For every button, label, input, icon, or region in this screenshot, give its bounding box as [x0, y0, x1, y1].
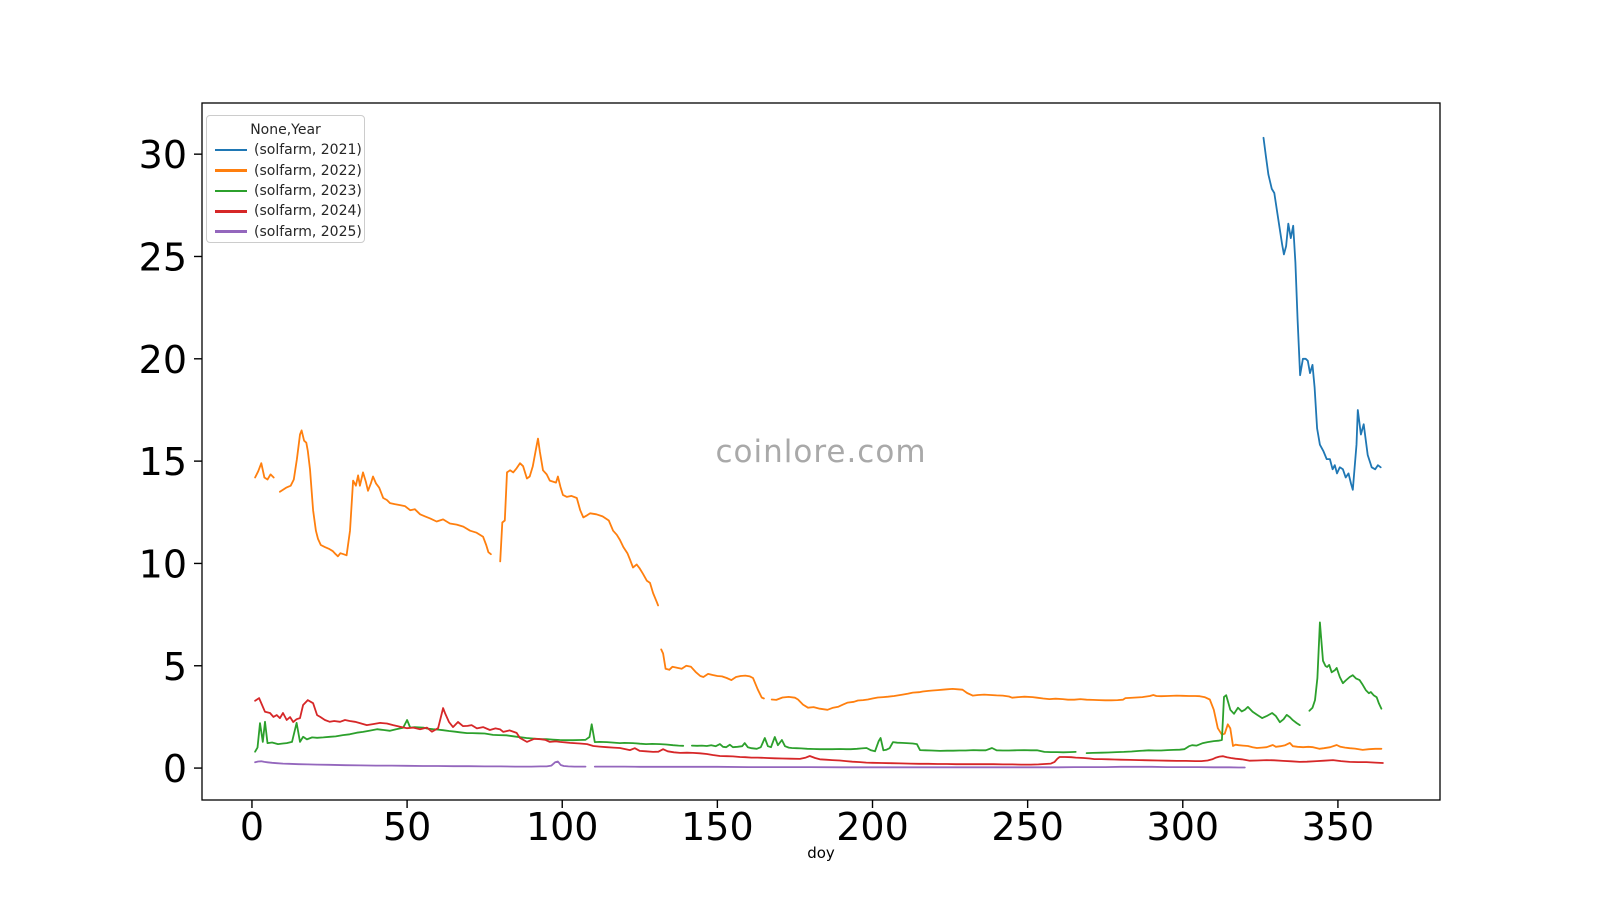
y-tick-label: 5 [163, 645, 187, 689]
legend-entry-2022: (solfarm, 2022) [207, 160, 364, 180]
series-line-2025 [254, 760, 587, 768]
x-tick-label: 200 [836, 805, 909, 849]
legend-entry-2021: (solfarm, 2021) [207, 140, 364, 160]
x-tick-label: 300 [1147, 805, 1220, 849]
x-tick-label: 0 [240, 805, 264, 849]
legend-line-sample-2023 [215, 189, 247, 193]
series-line-2022 [254, 462, 275, 481]
series-line-2025 [593, 765, 1246, 769]
legend-entry-label: (solfarm, 2022) [254, 162, 362, 179]
legend-title: None,Year [250, 122, 321, 138]
series-line-2023 [1308, 621, 1383, 712]
legend-entry-label: (solfarm, 2025) [254, 223, 362, 240]
x-tick-label: 150 [681, 805, 754, 849]
y-tick-label: 30 [139, 133, 187, 177]
y-tick-label: 20 [139, 338, 187, 382]
series-line-2022 [278, 429, 492, 558]
legend-line-sample-2021 [215, 148, 247, 152]
axes-frame [201, 102, 1441, 801]
legend-entry-label: (solfarm, 2023) [254, 182, 362, 199]
watermark: coinlore.com [715, 434, 927, 470]
y-tick-label: 0 [163, 747, 187, 791]
x-tick-label: 50 [383, 805, 431, 849]
legend: None,Year (solfarm, 2021) (solfarm, 2022… [206, 115, 365, 243]
legend-entry-2024: (solfarm, 2024) [207, 201, 364, 221]
legend-line-sample-2024 [215, 210, 247, 213]
series-line-2022 [660, 648, 765, 700]
y-tick-label: 10 [139, 542, 187, 586]
x-tick-label: 350 [1302, 805, 1375, 849]
legend-line-sample-2022 [215, 169, 247, 172]
series-line-2024 [254, 697, 1384, 766]
legend-entry-2023: (solfarm, 2023) [207, 181, 364, 201]
legend-entry-label: (solfarm, 2021) [254, 142, 362, 159]
legend-entry-label: (solfarm, 2024) [254, 203, 362, 220]
y-tick-label: 25 [139, 235, 187, 279]
legend-line-sample-2025 [215, 230, 247, 234]
series-line-2021 [1262, 136, 1382, 491]
series-line-2022 [499, 437, 659, 607]
x-axis-label: doy [807, 844, 835, 862]
series-line-2022 [770, 688, 1383, 751]
x-tick-label: 250 [991, 805, 1064, 849]
y-tick-label: 15 [139, 440, 187, 484]
x-tick-label: 100 [526, 805, 599, 849]
legend-entry-2025: (solfarm, 2025) [207, 222, 364, 242]
series-line-2023 [1085, 694, 1301, 754]
series-line-2023 [254, 719, 685, 753]
series-line-2023 [691, 736, 1077, 754]
